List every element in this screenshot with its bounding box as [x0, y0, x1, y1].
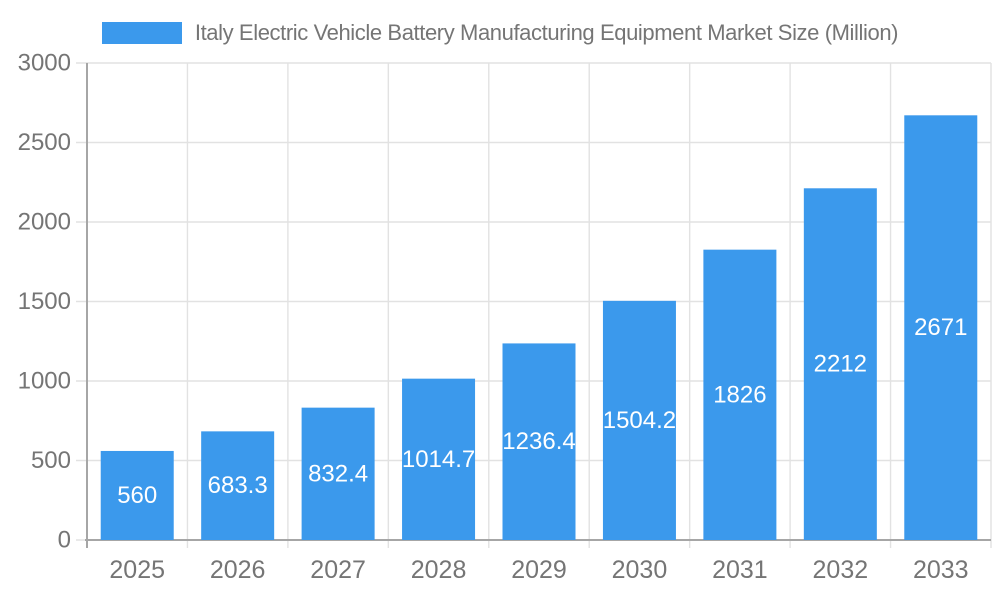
x-axis-tick-label: 2029 [511, 556, 567, 584]
x-axis-tick-label: 2027 [310, 556, 366, 584]
x-axis-tick-label: 2033 [913, 556, 969, 584]
bar-value-label: 683.3 [208, 472, 268, 499]
y-axis-tick-label: 3000 [18, 50, 71, 77]
bar[interactable] [703, 249, 777, 540]
x-axis-tick-label: 2025 [109, 556, 165, 584]
y-axis-tick-label: 1500 [18, 288, 71, 315]
bar[interactable] [301, 407, 375, 540]
chart-legend[interactable]: Italy Electric Vehicle Battery Manufactu… [0, 20, 1000, 46]
bar[interactable] [904, 115, 978, 540]
bar[interactable] [602, 300, 676, 540]
bar-value-label: 832.4 [308, 460, 368, 487]
bar-value-label: 1504.2 [603, 407, 676, 434]
bar-value-label: 2212 [814, 351, 867, 378]
x-axis-tick-label: 2030 [612, 556, 668, 584]
x-axis-tick-label: 2028 [411, 556, 467, 584]
x-axis-tick-label: 2031 [712, 556, 768, 584]
y-axis-tick-label: 2000 [18, 209, 71, 236]
y-axis-tick-label: 1000 [18, 368, 71, 395]
y-axis-tick-label: 0 [58, 527, 71, 554]
bar[interactable] [201, 431, 275, 540]
x-axis-tick-label: 2032 [813, 556, 869, 584]
bar-value-label: 1236.4 [502, 428, 575, 455]
y-axis-tick-label: 500 [31, 447, 71, 474]
bar[interactable] [502, 343, 576, 540]
bar-value-label: 1826 [713, 381, 766, 408]
bar[interactable] [803, 188, 877, 541]
bar-value-label: 1014.7 [402, 446, 475, 473]
bar[interactable] [402, 378, 476, 540]
x-axis-tick-label: 2026 [210, 556, 266, 584]
bar-value-label: 2671 [914, 314, 967, 341]
bar[interactable] [100, 450, 174, 540]
bar-value-label: 560 [117, 482, 157, 509]
legend-swatch [101, 22, 182, 44]
y-axis-tick-label: 2500 [18, 129, 71, 156]
legend-label: Italy Electric Vehicle Battery Manufactu… [194, 20, 899, 45]
